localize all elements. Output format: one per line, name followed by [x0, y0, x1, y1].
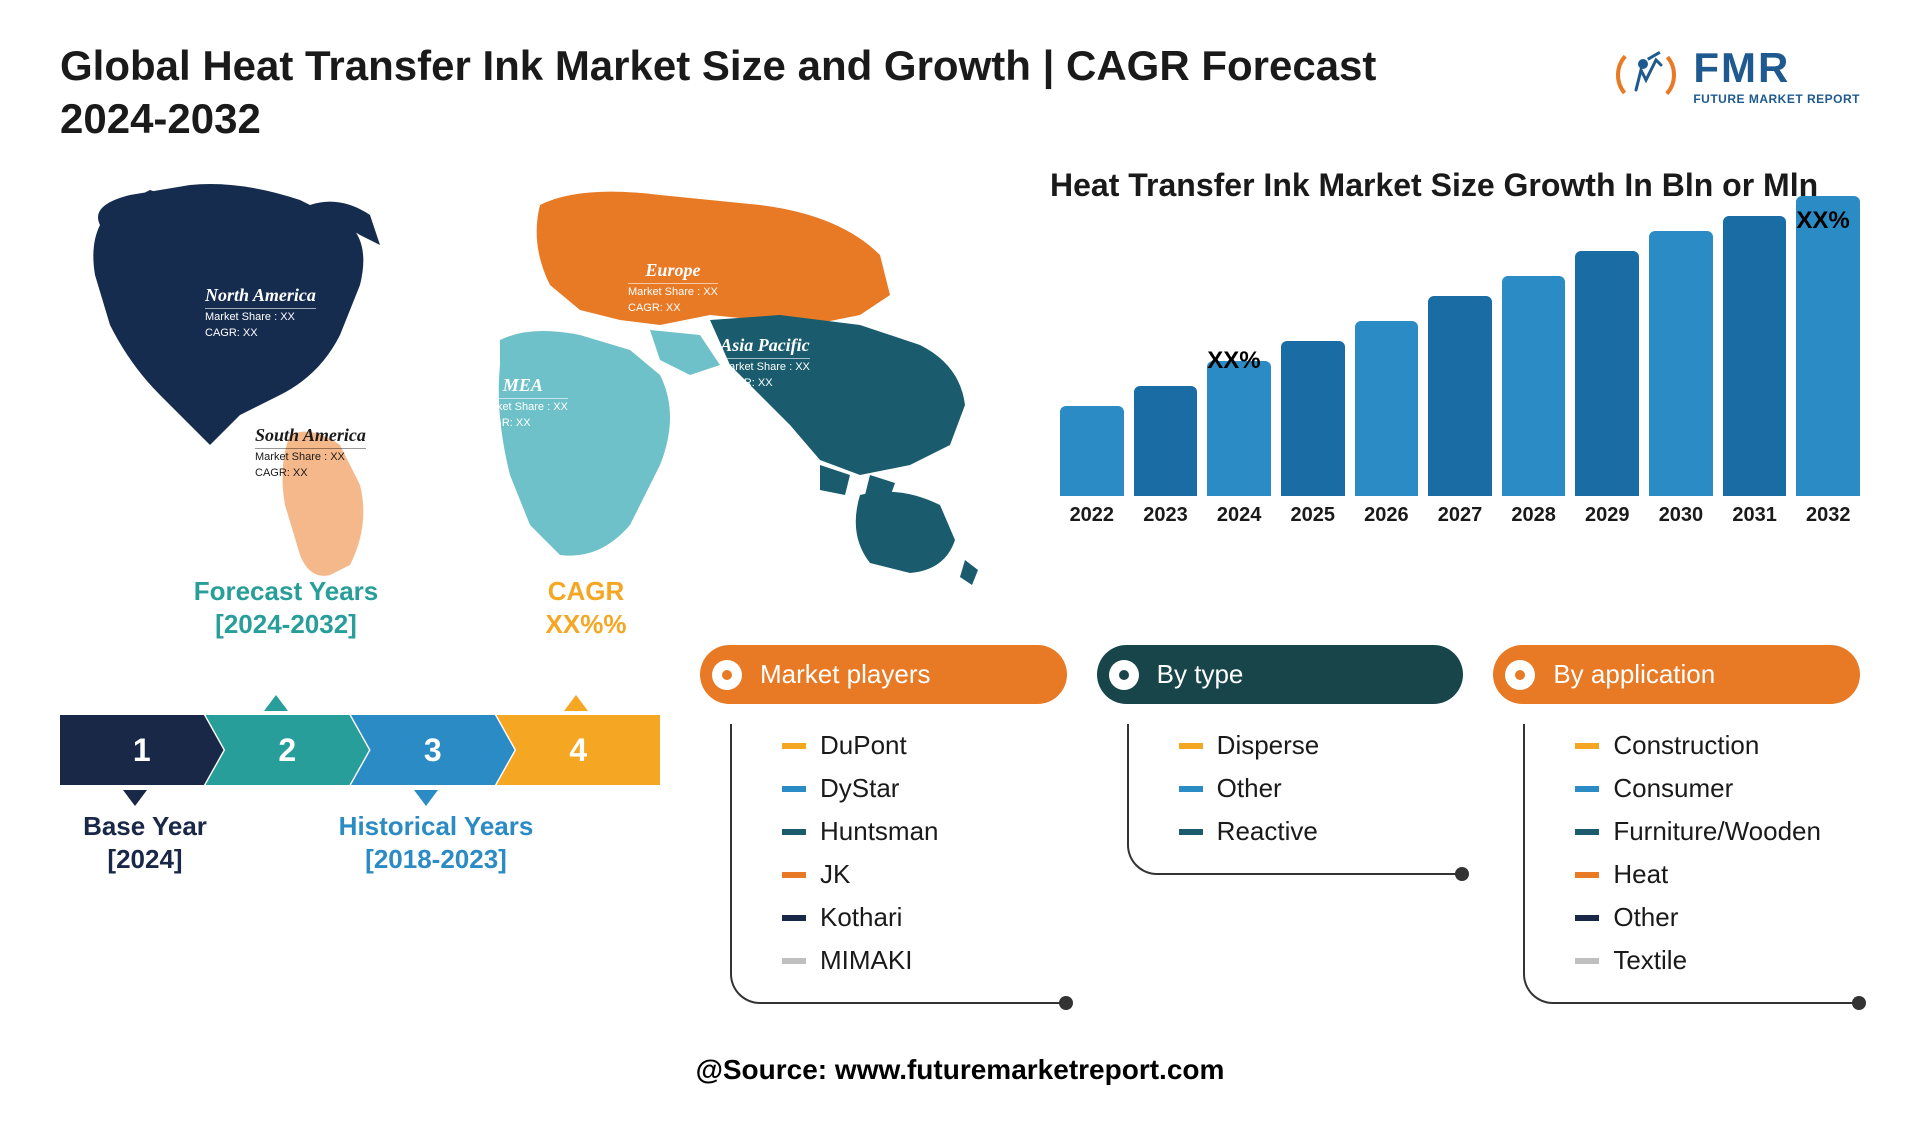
category-item: DuPont — [782, 724, 1037, 767]
timeline-label: Forecast Years[2024-2032] — [186, 575, 386, 640]
timeline-label: Historical Years[2018-2023] — [326, 810, 546, 875]
category-header: By application — [1493, 645, 1860, 704]
bar-2023: 2023 — [1134, 386, 1198, 527]
timeline: 1234 Base Year[2024]Forecast Years[2024-… — [60, 645, 660, 1004]
map-region-south-america: South AmericaMarket Share : XXCAGR: XX — [255, 425, 366, 479]
bar-2022: 2022 — [1060, 406, 1124, 527]
bar-2032: 2032 — [1796, 196, 1860, 527]
chart-title: Heat Transfer Ink Market Size Growth In … — [1050, 165, 1860, 207]
bar-2029: 2029 — [1575, 251, 1639, 527]
bar-chart: Heat Transfer Ink Market Size Growth In … — [1050, 165, 1860, 605]
timeline-segment-4: 4 — [497, 715, 661, 785]
map-region-asia-pacific: Asia PacificMarket Share : XXCAGR: XX — [720, 335, 810, 389]
map-region-europe: EuropeMarket Share : XXCAGR: XX — [628, 260, 718, 314]
category-item: Heat — [1575, 853, 1830, 896]
bar-2030: 2030 — [1649, 231, 1713, 527]
logo-text-main: FMR — [1693, 44, 1860, 92]
bar-2024: 2024 — [1207, 361, 1271, 527]
timeline-segment-3: 3 — [351, 715, 515, 785]
source-attribution: @Source: www.futuremarketreport.com — [60, 1054, 1860, 1086]
map-region-mea: MEAMarket Share : XXCAGR: XX — [478, 375, 568, 429]
timeline-label: CAGRXX%% — [486, 575, 686, 640]
category-item: Textile — [1575, 939, 1830, 982]
category-item: Kothari — [782, 896, 1037, 939]
category-item: Huntsman — [782, 810, 1037, 853]
category-column: By type DisperseOtherReactive — [1097, 645, 1464, 1004]
bar-2026: 2026 — [1355, 321, 1419, 527]
chart-annotation: XX% — [1796, 207, 1849, 235]
category-item: MIMAKI — [782, 939, 1037, 982]
category-item: Furniture/Wooden — [1575, 810, 1830, 853]
category-item: Consumer — [1575, 767, 1830, 810]
category-item: Reactive — [1179, 810, 1434, 853]
bar-2025: 2025 — [1281, 341, 1345, 527]
category-item: Disperse — [1179, 724, 1434, 767]
category-column: Market players DuPontDyStarHuntsmanJKKoth… — [700, 645, 1067, 1004]
timeline-segment-2: 2 — [206, 715, 370, 785]
category-item: Other — [1575, 896, 1830, 939]
category-item: Other — [1179, 767, 1434, 810]
page-title: Global Heat Transfer Ink Market Size and… — [60, 40, 1460, 145]
category-item: Construction — [1575, 724, 1830, 767]
timeline-segment-1: 1 — [60, 715, 224, 785]
logo-text-sub: FUTURE MARKET REPORT — [1693, 92, 1860, 106]
logo-icon — [1611, 40, 1681, 110]
chart-annotation: XX% — [1207, 347, 1260, 375]
category-column: By application ConstructionConsumerFurnit… — [1493, 645, 1860, 1004]
bar-2031: 2031 — [1723, 216, 1787, 527]
bar-2027: 2027 — [1428, 296, 1492, 527]
timeline-label: Base Year[2024] — [35, 810, 255, 875]
logo: FMR FUTURE MARKET REPORT — [1611, 40, 1860, 110]
category-header: Market players — [700, 645, 1067, 704]
bar-2028: 2028 — [1502, 276, 1566, 527]
category-item: DyStar — [782, 767, 1037, 810]
map-region-north-america: North AmericaMarket Share : XXCAGR: XX — [205, 285, 316, 339]
category-header: By type — [1097, 645, 1464, 704]
world-map: North AmericaMarket Share : XXCAGR: XX So… — [60, 165, 1010, 605]
category-item: JK — [782, 853, 1037, 896]
